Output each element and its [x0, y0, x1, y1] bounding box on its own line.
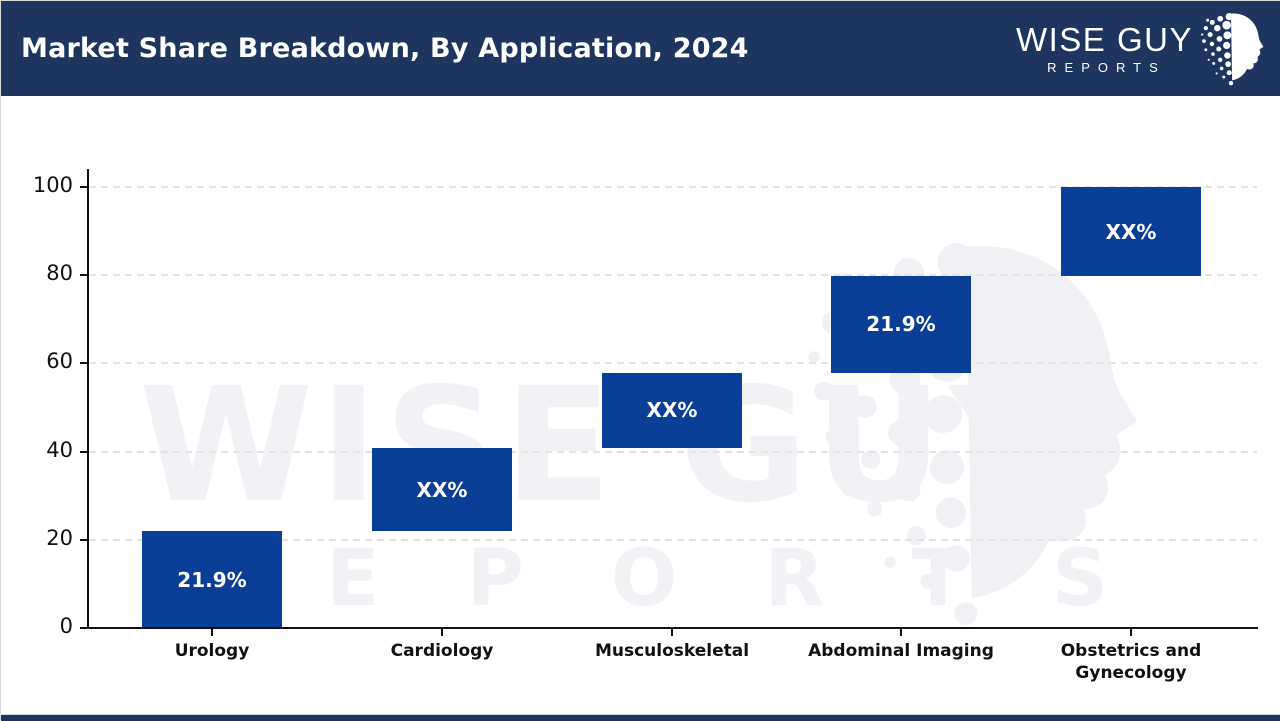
y-gridline [89, 362, 1257, 365]
y-tick-label: 0 [59, 614, 73, 638]
bar-value-label: XX% [1105, 219, 1157, 244]
y-tick [80, 538, 87, 541]
x-tick [671, 629, 673, 636]
y-tick [80, 274, 87, 277]
x-tick [1130, 629, 1132, 636]
y-gridline [89, 274, 1257, 277]
y-tick [80, 450, 87, 453]
y-gridline [89, 186, 1257, 188]
bar: 21.9% [831, 276, 971, 373]
y-tick [80, 186, 87, 188]
x-category-label: Cardiology [390, 641, 494, 661]
x-category-label: Obstetrics and Gynecology [1060, 641, 1202, 684]
y-gridline [89, 450, 1257, 453]
y-tick-label: 40 [46, 437, 73, 462]
brand-logo-text: WISE GUY REPORTS [1016, 23, 1193, 74]
bar-value-label: 21.9% [866, 312, 936, 337]
bar: XX% [602, 372, 742, 448]
y-tick [80, 362, 87, 365]
brand-logo: WISE GUY REPORTS [1016, 9, 1267, 89]
bar-value-label: XX% [416, 477, 468, 502]
x-tick [900, 629, 902, 636]
x-axis-line [87, 627, 1258, 629]
chart-area: WISE GUY R E P O R T S 0 20 40 60 80 100 21.9%… [1, 96, 1280, 714]
x-tick [441, 629, 443, 636]
y-tick-label: 20 [46, 525, 73, 550]
x-tick [211, 629, 213, 636]
y-tick-label: 100 [32, 173, 73, 197]
footer-divider [1, 714, 1280, 715]
bar: XX% [372, 447, 512, 532]
y-tick-label: 60 [46, 349, 73, 374]
x-category-label: Musculoskeletal [594, 641, 750, 661]
header-bar: Market Share Breakdown, By Application, … [1, 1, 1280, 96]
logo-wordmark: WISE GUY [1015, 21, 1193, 58]
plot-area: 0 20 40 60 80 100 21.9% Urology XX% Cardiology XX%… [1, 96, 1280, 714]
y-axis-line [87, 169, 89, 629]
bar-value-label: 21.9% [177, 567, 247, 592]
x-category-label: Urology [174, 641, 250, 661]
chart-title: Market Share Breakdown, By Application, … [21, 33, 749, 64]
bar: 21.9% [142, 531, 282, 628]
logo-tagline: REPORTS [1047, 60, 1166, 75]
y-tick-label: 80 [46, 261, 73, 286]
x-category-label: Abdominal Imaging [808, 641, 994, 661]
footer-bar [1, 715, 1280, 721]
dotted-head-profile-icon [1201, 12, 1264, 85]
y-gridline [89, 538, 1257, 541]
bar: XX% [1061, 187, 1201, 277]
bar-value-label: XX% [646, 398, 698, 423]
y-tick [80, 627, 87, 629]
